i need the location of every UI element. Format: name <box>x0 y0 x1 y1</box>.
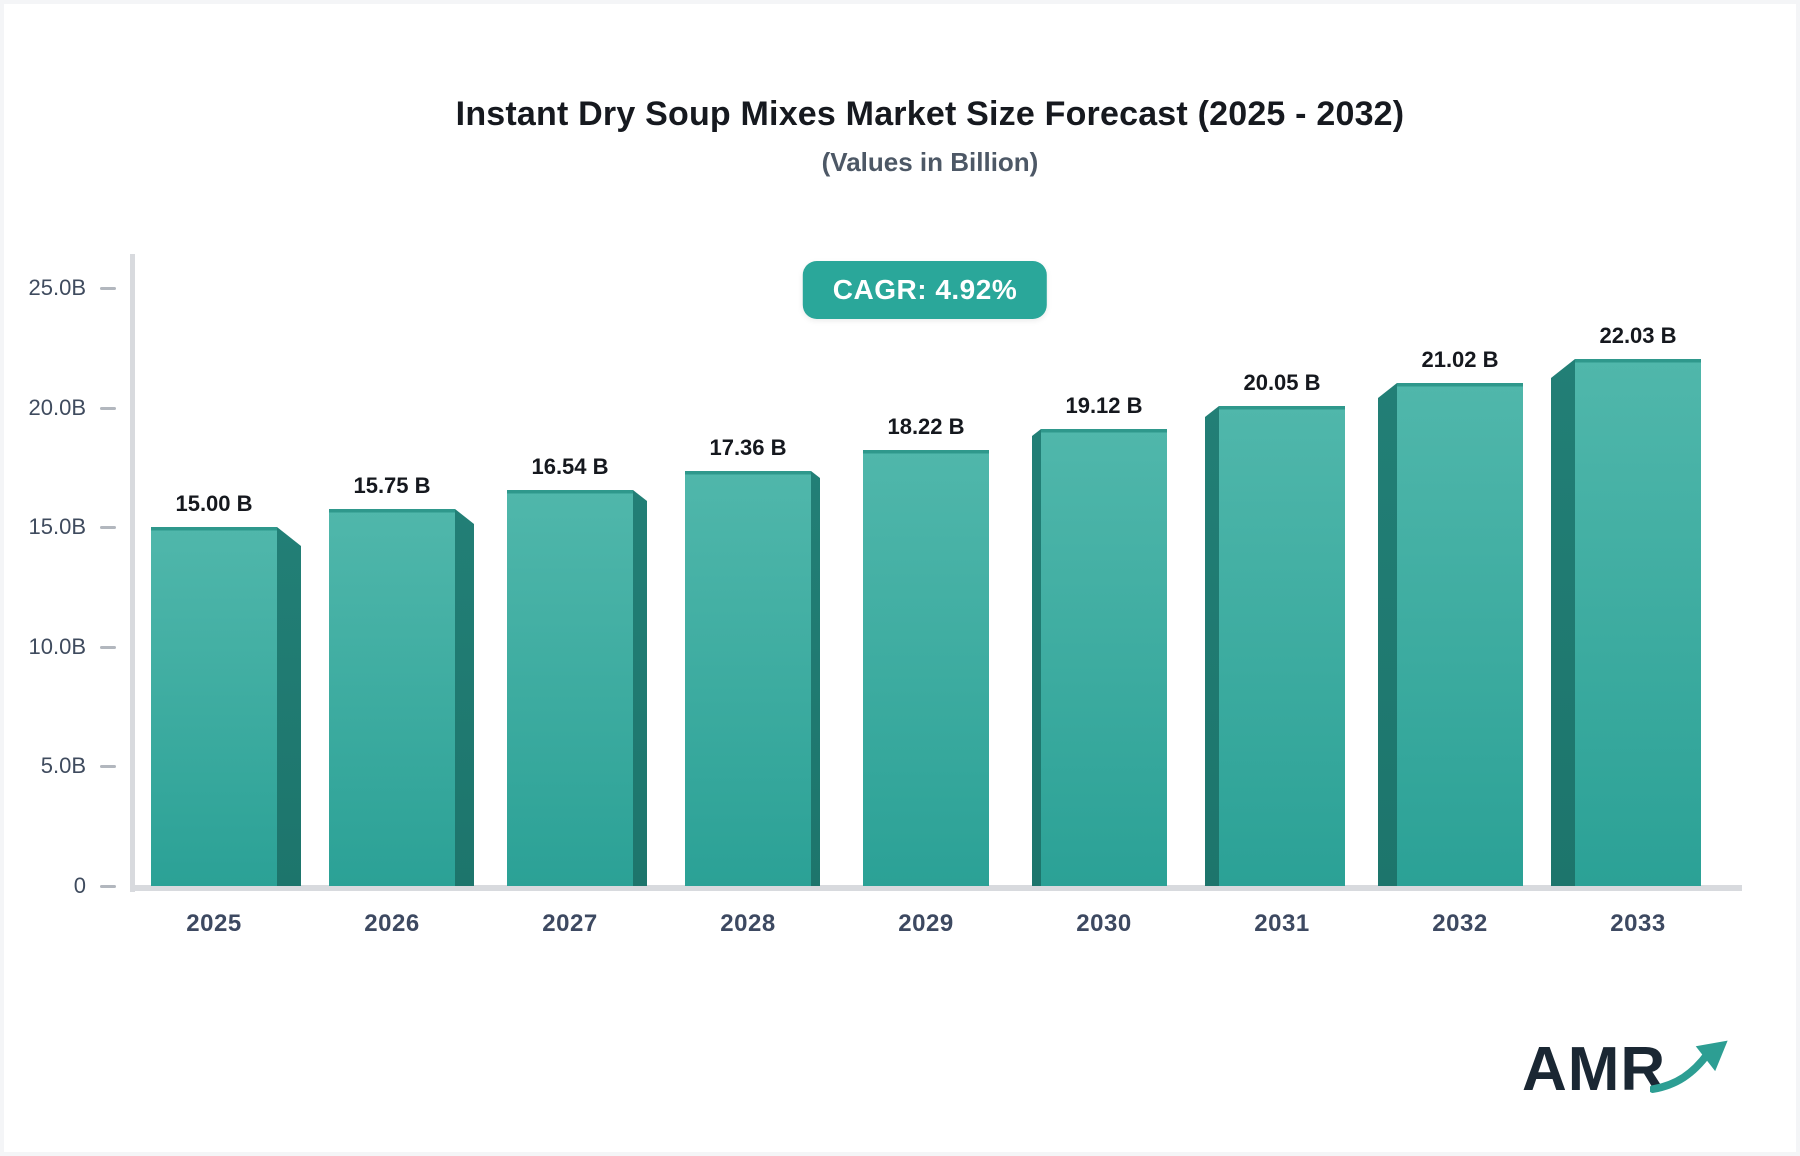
growth-arrow-icon <box>1650 1040 1728 1093</box>
bar-2032 <box>1378 383 1523 886</box>
bar-top-edge <box>329 509 455 513</box>
x-axis-label-2027: 2027 <box>542 910 598 937</box>
y-axis-label-5.0B: 5.0B <box>40 753 86 779</box>
bar-face <box>1219 406 1345 886</box>
y-axis-label-15.0B: 15.0B <box>28 514 87 540</box>
bar-top-edge <box>1575 359 1701 363</box>
bar-value-label-2026: 15.75 B <box>353 473 431 498</box>
y-axis-tick-25.0B <box>100 287 116 290</box>
x-axis-label-2033: 2033 <box>1610 910 1666 937</box>
x-axis-label-2029: 2029 <box>898 910 954 937</box>
y-axis-tick-5.0B <box>100 765 116 769</box>
bar-side-face <box>1378 383 1397 886</box>
bar-top-edge <box>507 490 633 494</box>
bar-value-label-2028: 17.36 B <box>709 435 787 460</box>
bar-side-face <box>455 509 474 886</box>
bar-top-edge <box>1397 383 1523 387</box>
bar-value-label-2032: 21.02 B <box>1421 347 1499 372</box>
bar-top-edge <box>1219 406 1345 410</box>
bar-2030 <box>1032 429 1167 886</box>
page-subtitle: (Values in Billion) <box>821 147 1039 177</box>
bar-top-edge <box>863 450 989 454</box>
bar-value-label-2027: 16.54 B <box>531 454 609 479</box>
bar-2028 <box>685 471 820 886</box>
bar-face <box>1397 383 1523 886</box>
y-axis-tick-0 <box>100 885 116 888</box>
bar-top-edge <box>151 527 277 531</box>
y-axis-tick-10.0B <box>100 645 116 649</box>
bar-top-edge <box>685 471 811 475</box>
bar-top-edge <box>1041 429 1167 433</box>
bar-face <box>685 471 811 886</box>
bar-2031 <box>1205 406 1345 886</box>
bar-face <box>151 527 277 886</box>
logo: AMR <box>1522 1028 1732 1112</box>
bar-side-face <box>277 527 301 886</box>
bar-value-label-2031: 20.05 B <box>1243 370 1321 395</box>
logo-text: AMR <box>1522 1035 1667 1104</box>
x-axis-line <box>130 885 1742 891</box>
bar-2027 <box>507 490 647 886</box>
bar-value-label-2033: 22.03 B <box>1599 323 1677 348</box>
bar-value-label-2030: 19.12 B <box>1065 393 1143 418</box>
cagr-badge: CAGR: 4.92% <box>802 261 1048 319</box>
y-axis-line <box>130 254 135 892</box>
x-axis-label-2028: 2028 <box>720 910 776 937</box>
bar-side-face <box>1551 359 1575 886</box>
bar-2025 <box>151 527 301 886</box>
bar-2026 <box>329 509 474 886</box>
y-axis-label-20.0B: 20.0B <box>28 394 87 420</box>
y-axis-label-0: 0 <box>73 873 86 898</box>
bar-face <box>329 509 455 886</box>
bar-side-face <box>1032 429 1041 886</box>
bar-value-label-2029: 18.22 B <box>887 414 965 439</box>
bar-value-label-2025: 15.00 B <box>175 491 253 516</box>
bar-face <box>1575 359 1701 886</box>
bar-side-face <box>1205 406 1219 886</box>
y-axis-tick-15.0B <box>100 526 116 530</box>
bar-face <box>1041 429 1167 886</box>
y-axis-label-25.0B: 25.0B <box>28 275 87 300</box>
bar-side-face <box>633 490 647 886</box>
bar-side-face <box>811 471 820 886</box>
x-axis-label-2030: 2030 <box>1076 910 1132 937</box>
x-axis-label-2031: 2031 <box>1254 910 1310 937</box>
y-axis-tick-20.0B <box>100 406 116 410</box>
y-axis-label-10.0B: 10.0B <box>28 633 87 659</box>
bar-face <box>507 490 633 886</box>
x-axis-label-2032: 2032 <box>1432 910 1488 937</box>
x-axis-label-2025: 2025 <box>186 910 242 937</box>
page-title: Instant Dry Soup Mixes Market Size Forec… <box>455 95 1405 133</box>
x-axis-label-2026: 2026 <box>364 910 420 937</box>
bar-2029 <box>863 450 989 886</box>
bar-face <box>863 450 989 886</box>
bar-2033 <box>1551 359 1701 886</box>
